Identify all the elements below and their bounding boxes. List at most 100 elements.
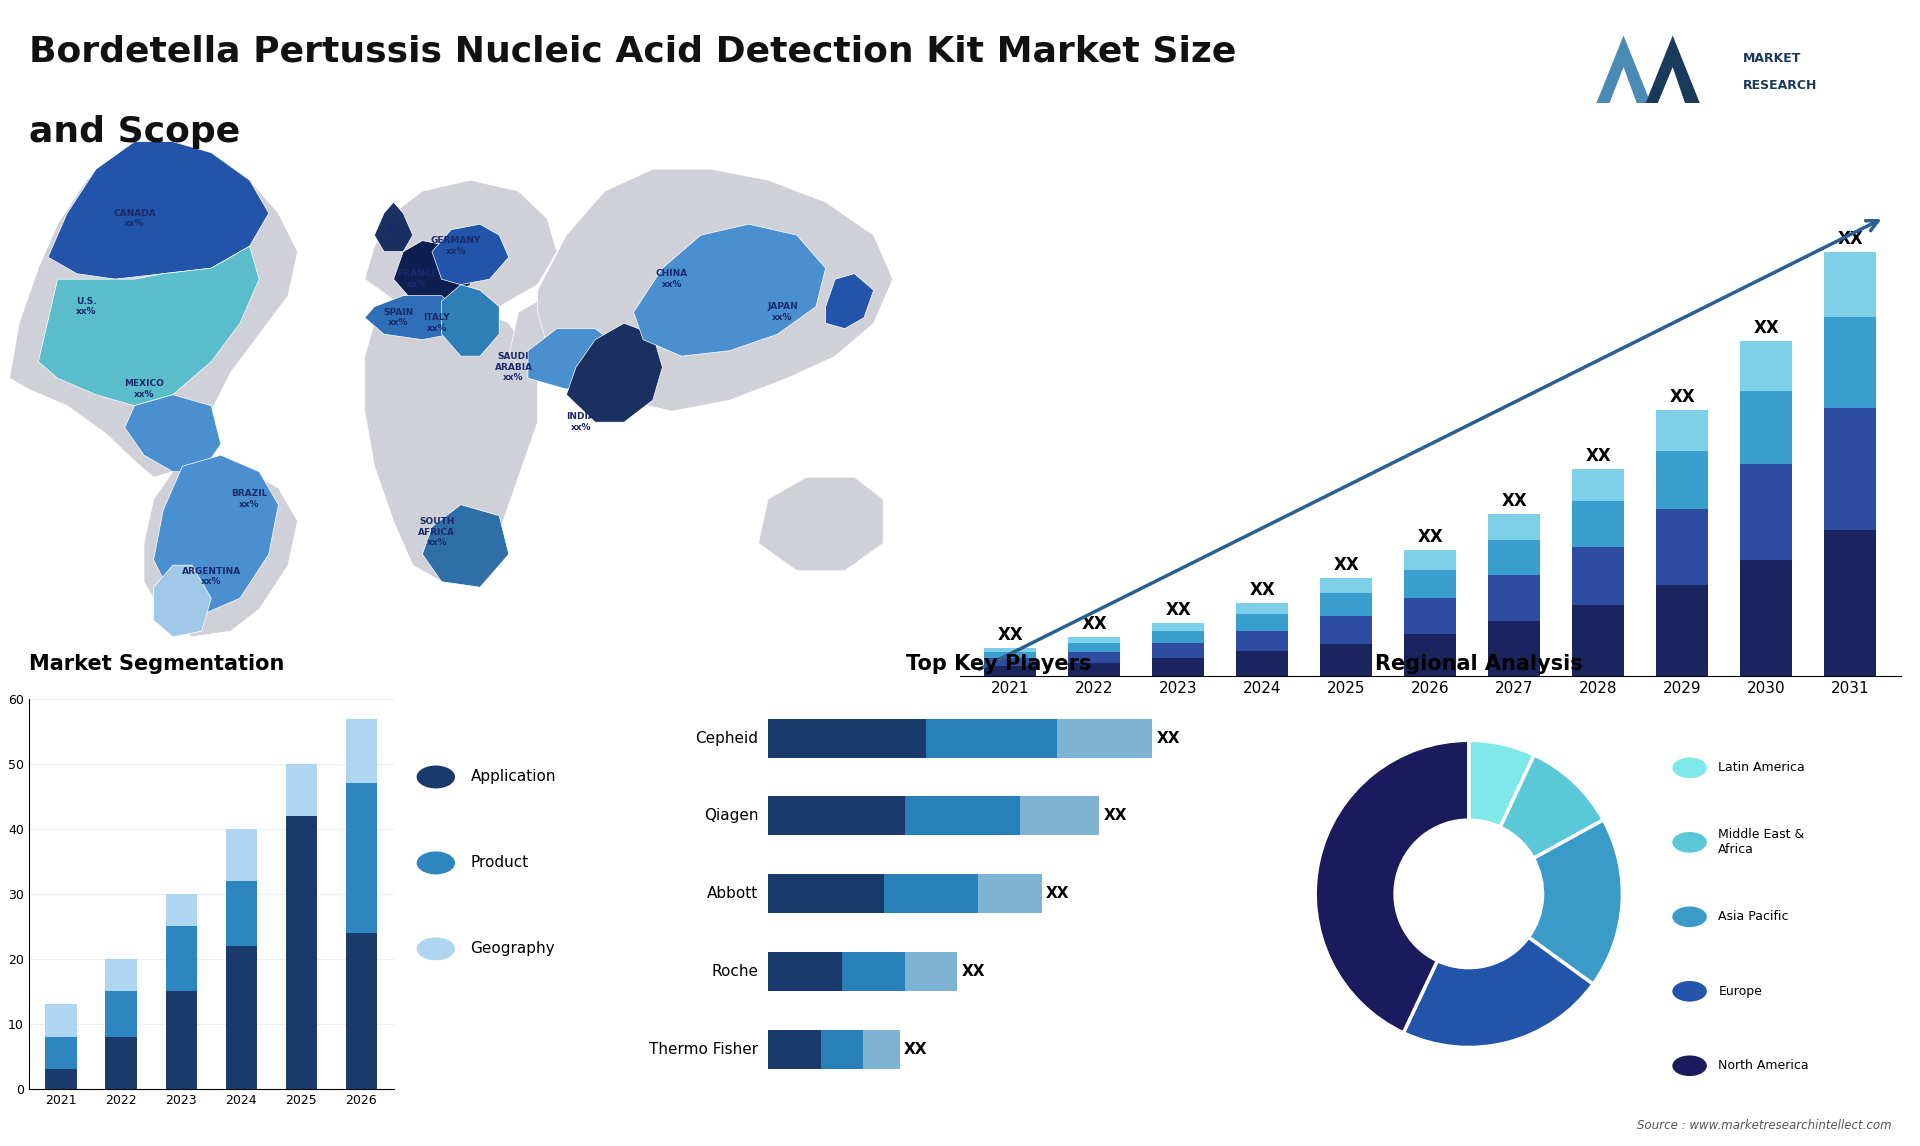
Bar <box>1740 340 1793 391</box>
Polygon shape <box>826 274 874 329</box>
Polygon shape <box>1647 68 1693 131</box>
Bar <box>820 1030 862 1069</box>
Polygon shape <box>154 565 211 637</box>
Bar <box>165 991 196 1089</box>
Text: U.S.
xx%: U.S. xx% <box>77 297 96 316</box>
Bar <box>1404 634 1457 676</box>
Bar <box>1740 464 1793 560</box>
Bar <box>1657 509 1709 586</box>
Bar <box>985 666 1037 676</box>
Bar <box>1488 515 1540 540</box>
Text: Regional Analysis: Regional Analysis <box>1375 654 1582 674</box>
Text: XX: XX <box>1670 388 1695 407</box>
Text: BRAZIL
xx%: BRAZIL xx% <box>232 489 267 509</box>
Bar <box>1488 620 1540 676</box>
Bar <box>1740 391 1793 464</box>
Text: Roche: Roche <box>712 964 758 980</box>
Text: SOUTH
AFRICA
xx%: SOUTH AFRICA xx% <box>419 517 455 547</box>
Text: Asia Pacific: Asia Pacific <box>1718 910 1789 924</box>
Polygon shape <box>394 241 470 301</box>
Bar <box>46 1037 77 1069</box>
Text: FRANCE
xx%: FRANCE xx% <box>397 269 438 289</box>
Wedge shape <box>1500 755 1603 858</box>
Bar <box>1740 560 1793 676</box>
Text: XX: XX <box>1046 886 1069 902</box>
Polygon shape <box>125 394 221 472</box>
Bar <box>768 1030 820 1069</box>
Wedge shape <box>1528 819 1622 984</box>
Text: Middle East &
Africa: Middle East & Africa <box>1718 829 1805 856</box>
Text: MARKET: MARKET <box>1743 52 1801 64</box>
Bar <box>106 1037 136 1089</box>
Bar <box>1068 643 1121 652</box>
Text: XX: XX <box>904 1042 927 1058</box>
Bar <box>1572 547 1624 605</box>
Bar <box>1321 578 1373 594</box>
Bar <box>985 658 1037 666</box>
Text: XX: XX <box>1165 601 1190 619</box>
Polygon shape <box>10 142 298 477</box>
Text: INDIA
xx%: INDIA xx% <box>566 413 595 432</box>
Bar <box>1824 317 1876 408</box>
Bar <box>841 952 904 991</box>
Bar <box>1488 575 1540 620</box>
Text: Cepheid: Cepheid <box>695 730 758 746</box>
Bar <box>46 1004 77 1037</box>
Text: XX: XX <box>1250 581 1275 599</box>
Bar <box>904 796 1021 835</box>
Bar <box>165 894 196 926</box>
Text: RESEARCH: RESEARCH <box>1743 79 1818 93</box>
Text: U.K.
xx%: U.K. xx% <box>388 226 409 245</box>
Polygon shape <box>1580 36 1667 143</box>
Text: Latin America: Latin America <box>1718 761 1805 775</box>
Wedge shape <box>1404 937 1594 1047</box>
Bar <box>1824 529 1876 676</box>
Polygon shape <box>48 142 269 280</box>
Polygon shape <box>422 504 509 587</box>
Bar <box>1657 586 1709 676</box>
Bar <box>1824 252 1876 317</box>
Polygon shape <box>1630 36 1716 143</box>
Bar <box>1152 630 1204 643</box>
Text: Geography: Geography <box>470 941 555 957</box>
Bar <box>1058 719 1152 758</box>
Bar <box>904 952 958 991</box>
Polygon shape <box>442 284 499 356</box>
Bar <box>768 796 904 835</box>
Polygon shape <box>758 477 883 571</box>
Text: XX: XX <box>962 964 985 980</box>
Bar <box>768 874 883 913</box>
Polygon shape <box>1599 68 1647 131</box>
Text: CANADA
xx%: CANADA xx% <box>113 209 156 228</box>
Text: Product: Product <box>470 855 528 871</box>
Text: Bordetella Pertussis Nucleic Acid Detection Kit Market Size: Bordetella Pertussis Nucleic Acid Detect… <box>29 34 1236 69</box>
Polygon shape <box>365 180 557 317</box>
Text: Market Segmentation: Market Segmentation <box>29 654 284 674</box>
Bar <box>1236 630 1288 651</box>
Bar <box>1321 615 1373 644</box>
Bar <box>1152 643 1204 658</box>
Polygon shape <box>365 296 538 582</box>
Polygon shape <box>634 225 826 356</box>
Bar <box>1021 796 1100 835</box>
Polygon shape <box>144 461 298 637</box>
Bar <box>1572 605 1624 676</box>
Text: Source : www.marketresearchintellect.com: Source : www.marketresearchintellect.com <box>1636 1120 1891 1132</box>
Bar <box>106 991 136 1037</box>
Bar <box>1572 501 1624 547</box>
Polygon shape <box>154 455 278 614</box>
Bar <box>883 874 979 913</box>
Bar <box>1236 604 1288 614</box>
Bar <box>1236 651 1288 676</box>
Polygon shape <box>566 323 662 422</box>
Text: XX: XX <box>998 626 1023 644</box>
Bar <box>979 874 1041 913</box>
Text: JAPAN
xx%: JAPAN xx% <box>766 303 799 322</box>
Bar <box>46 1069 77 1089</box>
Bar <box>1068 637 1121 643</box>
Polygon shape <box>528 329 624 390</box>
Bar <box>1657 410 1709 450</box>
Polygon shape <box>38 246 259 406</box>
Bar <box>286 816 317 1089</box>
Text: North America: North America <box>1718 1059 1809 1073</box>
